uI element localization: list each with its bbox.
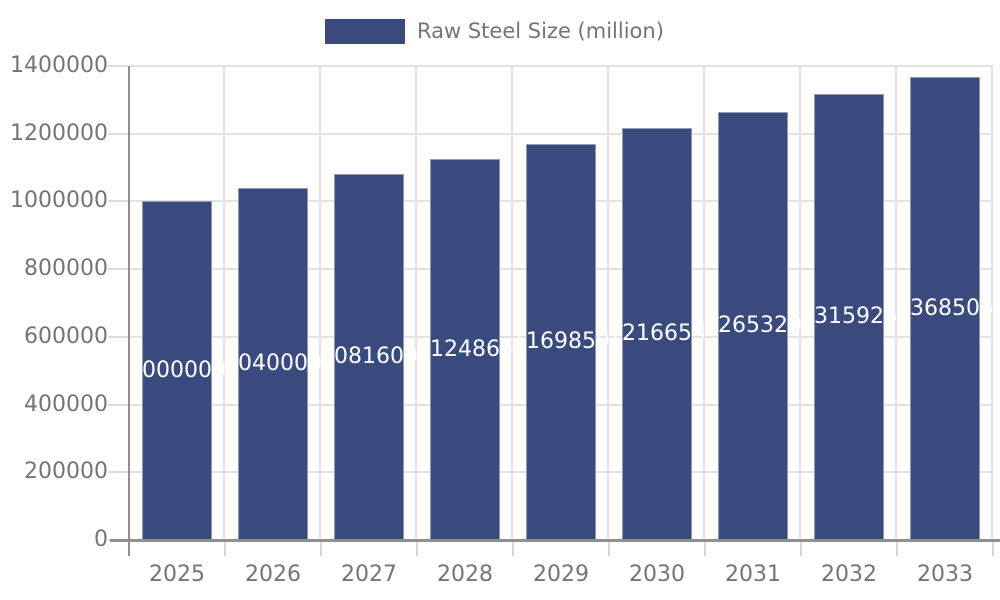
- x-tick-label: 2031: [725, 562, 781, 587]
- x-tick-label: 2029: [533, 562, 589, 587]
- bar-value-label: 1081600: [320, 344, 418, 369]
- gridline-vertical: [991, 66, 993, 540]
- bar-2025: [142, 201, 212, 540]
- y-tick-mark: [108, 65, 128, 67]
- y-tick-mark: [108, 471, 128, 474]
- gridline-vertical: [415, 66, 417, 540]
- bar-value-label: 1216653: [608, 321, 706, 346]
- bar-2031: [718, 112, 788, 540]
- bar-value-label: 1040000: [224, 351, 322, 376]
- legend-label: Raw Steel Size (million): [417, 19, 664, 43]
- gridline-vertical: [799, 66, 801, 540]
- x-tick-mark: [320, 540, 322, 556]
- y-axis-line: [128, 66, 130, 556]
- gridline-vertical: [703, 66, 705, 540]
- x-tick-label: 2032: [821, 562, 877, 587]
- y-tick-label: 800000: [24, 256, 108, 282]
- x-tick-label: 2025: [149, 562, 205, 587]
- bar-2030: [622, 128, 692, 540]
- y-tick-label: 600000: [24, 323, 108, 349]
- y-tick-label: 0: [94, 527, 108, 552]
- bar-2027: [334, 174, 404, 540]
- x-tick-mark: [992, 540, 994, 556]
- x-axis-line: [110, 539, 1000, 542]
- x-tick-label: 2030: [629, 562, 685, 587]
- bar-value-label: 1000000: [128, 357, 226, 383]
- gridline-vertical: [223, 66, 225, 540]
- y-tick-mark: [108, 200, 128, 203]
- y-tick-label: 1000000: [10, 188, 108, 214]
- x-tick-label: 2033: [917, 562, 973, 587]
- bar-value-label: 1315925: [800, 304, 898, 329]
- gridline-horizontal: [129, 132, 993, 135]
- x-tick-mark: [224, 540, 226, 556]
- x-tick-label: 2026: [245, 562, 301, 587]
- bar-value-label: 1124864: [416, 336, 514, 362]
- x-tick-mark: [608, 540, 610, 556]
- gridline-vertical: [319, 66, 321, 540]
- bar-2029: [526, 144, 596, 540]
- bar-2026: [238, 188, 308, 540]
- y-tick-mark: [108, 403, 128, 406]
- y-tick-label: 1200000: [10, 120, 108, 146]
- legend: Raw Steel Size (million): [325, 18, 664, 44]
- x-tick-mark: [512, 540, 514, 556]
- x-tick-mark: [896, 540, 898, 556]
- y-tick-mark: [108, 268, 128, 271]
- bar-value-label: 1265320: [704, 313, 802, 338]
- bar-value-label: 1368505: [896, 295, 994, 321]
- x-tick-mark: [800, 540, 802, 556]
- gridline-vertical: [607, 66, 609, 540]
- x-tick-mark: [704, 540, 706, 556]
- x-tick-mark: [416, 540, 418, 556]
- legend-swatch: [325, 18, 405, 44]
- y-tick-label: 400000: [24, 391, 108, 417]
- bar-2028: [430, 159, 500, 540]
- x-tick-label: 2028: [437, 562, 493, 587]
- y-tick-label: 1400000: [10, 53, 108, 78]
- bar-2032: [814, 94, 884, 540]
- y-tick-label: 200000: [24, 459, 108, 485]
- y-tick-mark: [108, 335, 128, 338]
- gridline-vertical: [511, 66, 513, 540]
- gridline-horizontal: [129, 65, 993, 67]
- x-tick-label: 2027: [341, 562, 397, 587]
- y-tick-mark: [108, 132, 128, 135]
- gridline-vertical: [895, 66, 897, 540]
- bar-2033: [910, 77, 980, 540]
- bar-value-label: 1169859: [512, 329, 610, 354]
